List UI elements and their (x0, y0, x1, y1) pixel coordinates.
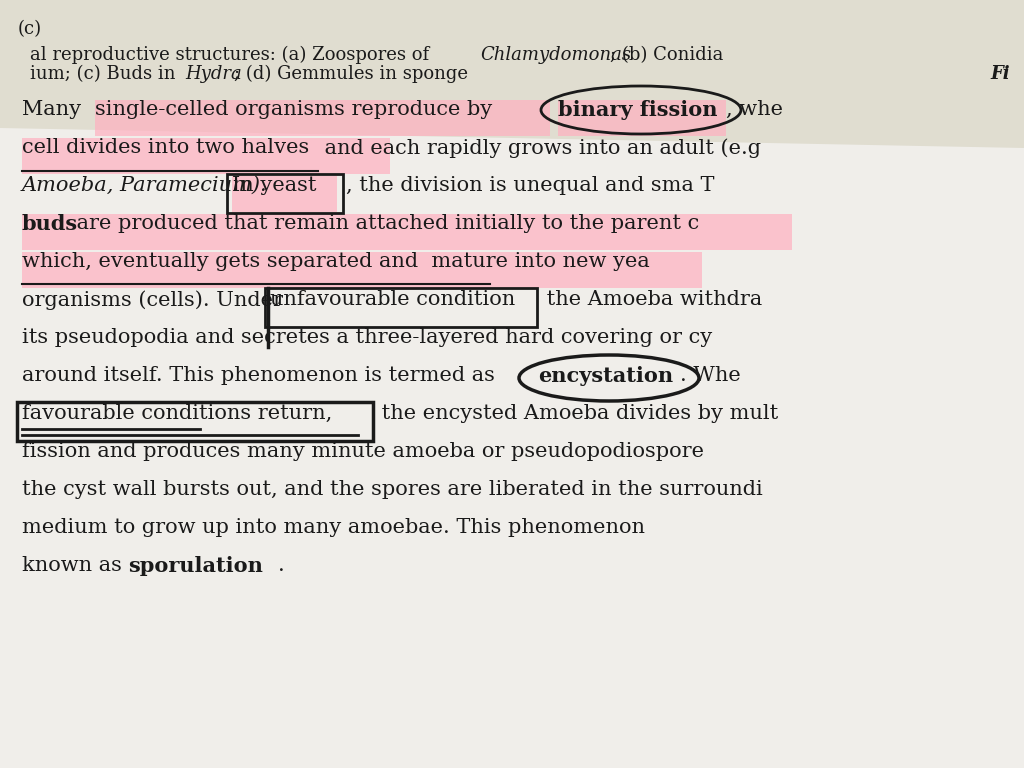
Text: (c): (c) (18, 20, 42, 38)
Text: around itself. This phenomenon is termed as: around itself. This phenomenon is termed… (22, 366, 502, 385)
Text: its pseudopodia and secretes a three-layered hard covering or cy: its pseudopodia and secretes a three-lay… (22, 328, 713, 347)
Text: In yeast: In yeast (232, 176, 316, 195)
Text: Amoeba, Paramecium).: Amoeba, Paramecium). (22, 176, 274, 195)
Text: the encysted Amoeba divides by mult: the encysted Amoeba divides by mult (375, 404, 778, 423)
Text: .: . (278, 556, 285, 575)
Text: the Amoeba withdra: the Amoeba withdra (540, 290, 762, 309)
Text: unfavourable condition: unfavourable condition (270, 290, 515, 309)
Text: single-celled organisms reproduce by: single-celled organisms reproduce by (95, 100, 499, 119)
Text: ; (b) Conidia: ; (b) Conidia (610, 46, 723, 64)
Text: fission and produces many minute amoeba or pseudopodiospore: fission and produces many minute amoeba … (22, 442, 705, 461)
Text: are produced that remain attached initially to the parent c: are produced that remain attached initia… (70, 214, 699, 233)
Text: sporulation: sporulation (128, 556, 263, 576)
Text: the cyst wall bursts out, and the spores are liberated in the surroundi: the cyst wall bursts out, and the spores… (22, 480, 763, 499)
FancyBboxPatch shape (22, 252, 702, 288)
Text: known as: known as (22, 556, 128, 575)
Text: binary fission: binary fission (558, 100, 718, 120)
Text: Fi: Fi (990, 65, 1010, 83)
Text: . Whe: . Whe (680, 366, 740, 385)
Polygon shape (0, 0, 1024, 148)
Text: medium to grow up into many amoebae. This phenomenon: medium to grow up into many amoebae. Thi… (22, 518, 645, 537)
Text: cell divides into two halves: cell divides into two halves (22, 138, 309, 157)
FancyBboxPatch shape (95, 100, 550, 136)
FancyBboxPatch shape (22, 138, 390, 174)
Text: organisms (cells). Under: organisms (cells). Under (22, 290, 283, 310)
FancyBboxPatch shape (558, 100, 726, 136)
Text: favourable conditions return,: favourable conditions return, (22, 404, 332, 423)
Text: Chlamydomonas: Chlamydomonas (480, 46, 631, 64)
Text: which, eventually gets separated and  mature into new yea: which, eventually gets separated and mat… (22, 252, 650, 271)
Text: , whe: , whe (726, 100, 783, 119)
FancyBboxPatch shape (232, 176, 337, 212)
Text: ium; (c) Buds in: ium; (c) Buds in (30, 65, 181, 83)
Text: ; (d) Gemmules in sponge: ; (d) Gemmules in sponge (234, 65, 468, 83)
Text: encystation: encystation (538, 366, 673, 386)
FancyBboxPatch shape (22, 214, 792, 250)
Text: Many: Many (22, 100, 88, 119)
Text: buds: buds (22, 214, 78, 234)
Text: Hydra: Hydra (185, 65, 242, 83)
Text: , the division is unequal and sma T: , the division is unequal and sma T (346, 176, 715, 195)
Text: al reproductive structures: (a) Zoospores of: al reproductive structures: (a) Zoospore… (30, 46, 435, 65)
Text: and each rapidly grows into an adult (e.g: and each rapidly grows into an adult (e.… (318, 138, 761, 157)
